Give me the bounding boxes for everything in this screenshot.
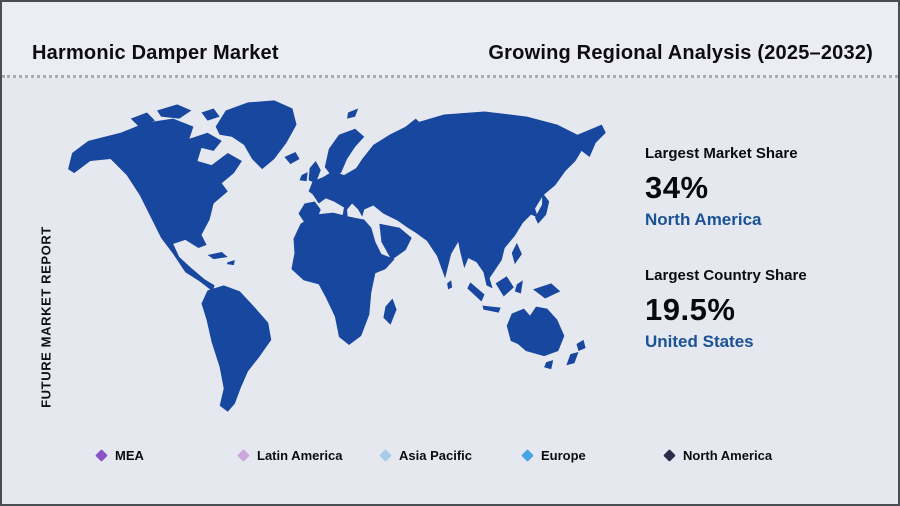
page-subtitle: Growing Regional Analysis (2025–2032) [488,42,873,64]
map-indonesia [467,276,561,313]
map-sri-lanka [447,280,453,290]
map-philippines [511,242,522,265]
legend-marker-asia-pacific-icon [379,449,392,462]
map-japan [535,192,550,224]
stat-value: 34% [645,170,709,205]
legend-item-europe: Europe [521,448,665,463]
stat-label: Largest Market Share [645,145,798,162]
legend-marker-latin-america-icon [237,449,250,462]
legend-marker-europe-icon [521,449,534,462]
legend-label: North America [683,448,773,463]
map-arabia [379,223,412,261]
brand-watermark: FUTURE MARKET REPORT [38,226,54,408]
map-greenland [215,100,297,170]
stat-region: United States [645,332,754,351]
legend-marker-mea-icon [95,449,108,462]
legend-item-mea: MEA [95,448,239,463]
map-british-isles [299,161,321,184]
map-new-zealand [566,339,586,366]
legend-item-north-america: North America [663,448,807,463]
map-caribbean [207,252,235,266]
map-africa [291,212,395,345]
legend-label: Latin America [257,448,343,463]
legend-label: MEA [115,448,144,463]
map-south-america [201,285,272,412]
page-title: Harmonic Damper Market [32,42,279,64]
map-iceland [284,151,300,165]
legend-item-asia-pacific: Asia Pacific [379,448,523,463]
legend-label: Europe [541,448,586,463]
world-map-container [60,90,626,414]
stat-region: North America [645,210,762,229]
map-eurasia [308,111,606,289]
map-scandinavia [324,128,365,176]
header-bar: Harmonic Damper Market Growing Regional … [2,2,898,78]
map-australia [506,306,565,357]
map-north-america [68,118,242,292]
stats-panel: Largest Market Share 34% North America L… [645,145,890,389]
legend-item-latin-america: Latin America [237,448,381,463]
stat-label: Largest Country Share [645,267,807,284]
legend-label: Asia Pacific [399,448,472,463]
stat-value: 19.5% [645,292,736,327]
stat-largest-market-share: Largest Market Share 34% North America [645,145,890,230]
world-map [68,100,606,412]
stat-largest-country-share: Largest Country Share 19.5% United State… [645,267,890,352]
map-tasmania [544,360,554,370]
legend: MEA Latin America Asia Pacific Europe No… [95,448,807,463]
legend-marker-north-america-icon [663,449,676,462]
map-madagascar [383,298,397,325]
